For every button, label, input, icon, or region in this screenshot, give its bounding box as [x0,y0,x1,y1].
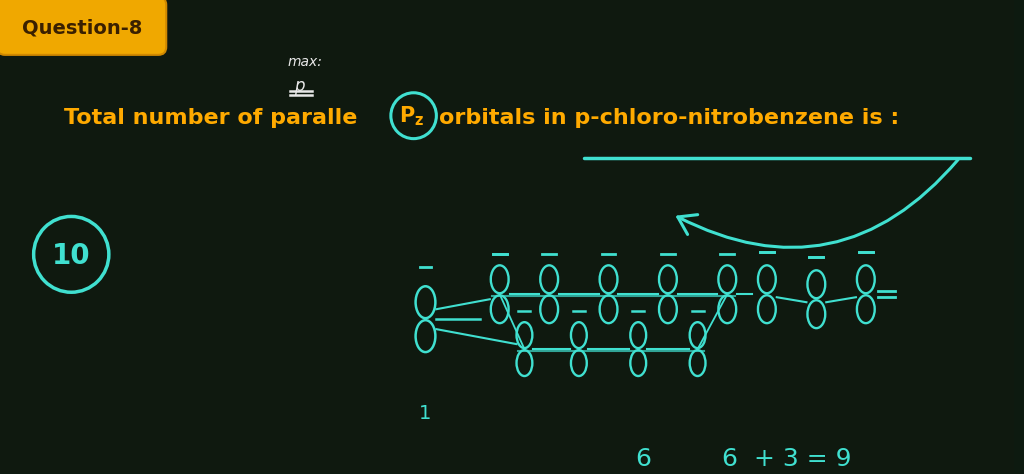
FancyArrowPatch shape [678,160,958,247]
Text: orbitals in p-chloro-nitrobenzene is :: orbitals in p-chloro-nitrobenzene is : [439,108,900,128]
Text: max:: max: [288,55,323,69]
Text: 10: 10 [52,242,90,270]
Text: $\mathbf{P_z}$: $\mathbf{P_z}$ [399,105,424,128]
FancyBboxPatch shape [0,0,166,55]
Text: 6: 6 [635,447,651,471]
Text: Total number of paralle: Total number of paralle [65,108,357,128]
Text: p: p [294,77,304,95]
Text: 6  + 3 = 9: 6 + 3 = 9 [722,447,852,471]
Text: 1: 1 [419,404,432,423]
Text: Question-8: Question-8 [22,18,142,37]
